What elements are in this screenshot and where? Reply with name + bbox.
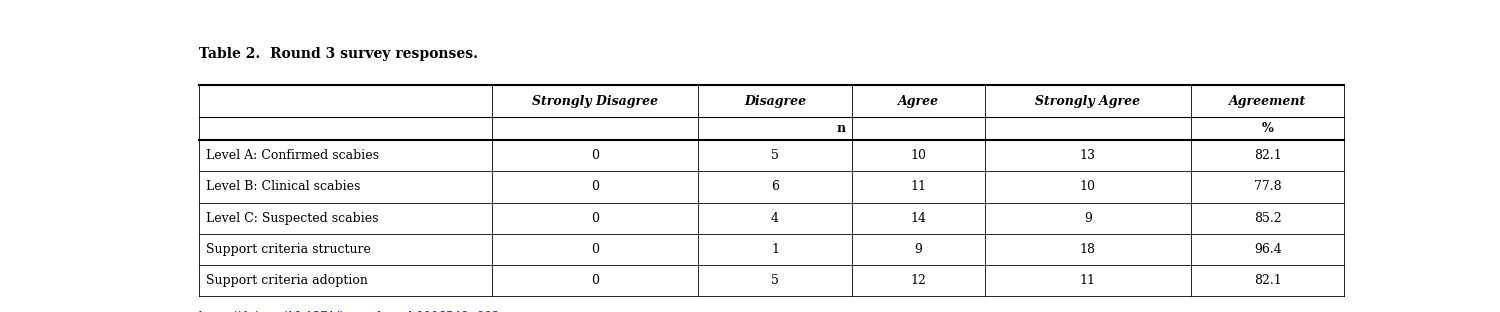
Text: Agree: Agree	[897, 95, 939, 108]
Text: 0: 0	[591, 180, 598, 193]
Text: 12: 12	[910, 274, 926, 287]
Text: 4: 4	[771, 212, 778, 225]
Text: 77.8: 77.8	[1254, 180, 1281, 193]
Text: Level A: Confirmed scabies: Level A: Confirmed scabies	[206, 149, 380, 162]
Text: 18: 18	[1080, 243, 1096, 256]
Text: 82.1: 82.1	[1254, 274, 1281, 287]
Text: 5: 5	[771, 274, 778, 287]
Text: 0: 0	[591, 149, 598, 162]
Text: Agreement: Agreement	[1228, 95, 1306, 108]
Text: 5: 5	[771, 149, 778, 162]
Text: Disagree: Disagree	[744, 95, 806, 108]
Text: 0: 0	[591, 212, 598, 225]
Text: Level C: Suspected scabies: Level C: Suspected scabies	[206, 212, 378, 225]
Text: %: %	[1262, 122, 1274, 135]
Text: 85.2: 85.2	[1254, 212, 1281, 225]
Text: 11: 11	[1080, 274, 1096, 287]
Text: 0: 0	[591, 274, 598, 287]
Text: 11: 11	[910, 180, 926, 193]
Text: Strongly Disagree: Strongly Disagree	[532, 95, 658, 108]
Text: 9: 9	[914, 243, 922, 256]
Text: 96.4: 96.4	[1254, 243, 1281, 256]
Text: 6: 6	[771, 180, 778, 193]
Text: Support criteria structure: Support criteria structure	[206, 243, 370, 256]
Text: 1: 1	[771, 243, 778, 256]
Text: 82.1: 82.1	[1254, 149, 1281, 162]
Text: Table 2.  Round 3 survey responses.: Table 2. Round 3 survey responses.	[200, 47, 478, 61]
Text: Support criteria adoption: Support criteria adoption	[206, 274, 368, 287]
Text: 14: 14	[910, 212, 926, 225]
Text: https://doi.org/10.1371/journal.pntd.0006549.t002: https://doi.org/10.1371/journal.pntd.000…	[200, 311, 501, 312]
Text: n: n	[837, 122, 846, 135]
Text: 13: 13	[1080, 149, 1096, 162]
Text: 0: 0	[591, 243, 598, 256]
Text: Level B: Clinical scabies: Level B: Clinical scabies	[206, 180, 360, 193]
Text: 10: 10	[1080, 180, 1096, 193]
Text: 9: 9	[1084, 212, 1092, 225]
Text: 10: 10	[910, 149, 926, 162]
Text: Strongly Agree: Strongly Agree	[1035, 95, 1140, 108]
